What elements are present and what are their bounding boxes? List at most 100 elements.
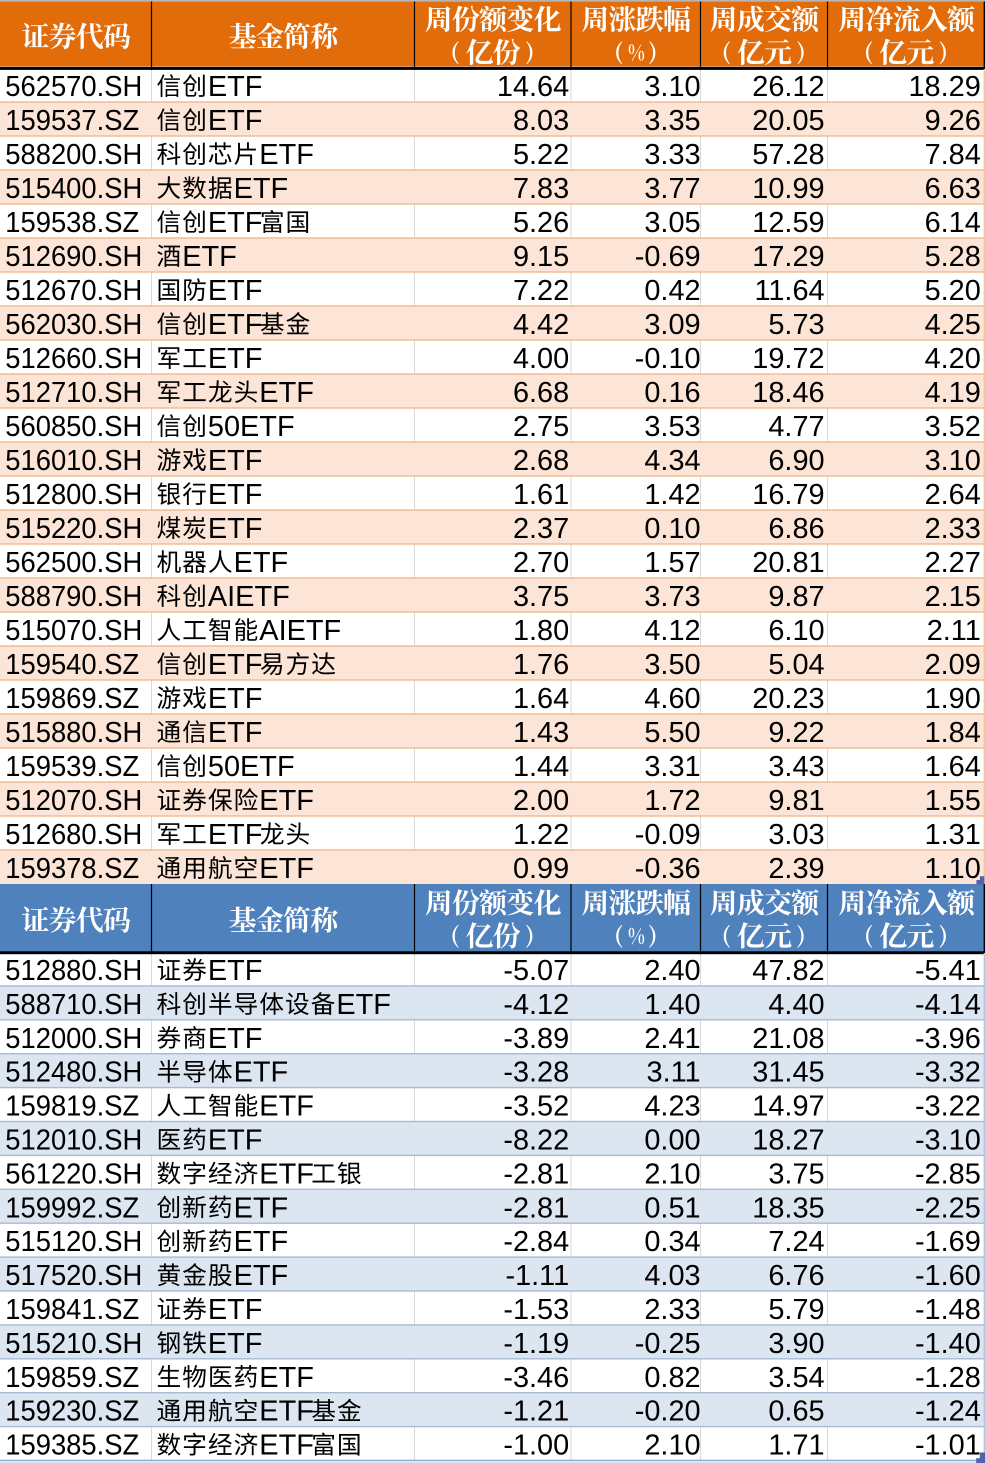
svg-text:159385.SZ: 159385.SZ bbox=[5, 1430, 139, 1462]
svg-text:6.14: 6.14 bbox=[925, 207, 981, 239]
svg-text:561220.SH: 561220.SH bbox=[5, 1158, 142, 1190]
svg-text:1.57: 1.57 bbox=[644, 547, 700, 579]
svg-text:17.29: 17.29 bbox=[752, 241, 824, 273]
svg-text:ETF: ETF bbox=[259, 139, 314, 171]
svg-text:4.19: 4.19 bbox=[925, 377, 981, 409]
svg-text:18.29: 18.29 bbox=[908, 71, 980, 103]
svg-text:3.75: 3.75 bbox=[513, 581, 569, 613]
svg-text:-2.81: -2.81 bbox=[503, 1192, 569, 1224]
svg-text:ETF: ETF bbox=[259, 377, 314, 409]
svg-text:159539.SZ: 159539.SZ bbox=[5, 751, 139, 783]
svg-text:ETF: ETF bbox=[208, 309, 263, 341]
svg-text:-4.12: -4.12 bbox=[503, 989, 569, 1021]
svg-text:ETF: ETF bbox=[259, 853, 314, 885]
svg-text:3.90: 3.90 bbox=[768, 1328, 824, 1360]
svg-text:0.65: 0.65 bbox=[768, 1396, 824, 1428]
svg-text:-1.24: -1.24 bbox=[915, 1396, 981, 1428]
svg-text:3.77: 3.77 bbox=[644, 173, 700, 205]
svg-text:2.39: 2.39 bbox=[768, 853, 824, 885]
svg-text:512660.SH: 512660.SH bbox=[5, 343, 142, 375]
svg-text:-2.85: -2.85 bbox=[915, 1158, 981, 1190]
svg-text:-3.89: -3.89 bbox=[503, 1023, 569, 1055]
svg-text:1.31: 1.31 bbox=[925, 819, 981, 851]
svg-text:7.22: 7.22 bbox=[513, 275, 569, 307]
svg-text:2.40: 2.40 bbox=[644, 955, 700, 987]
svg-text:515210.SH: 515210.SH bbox=[5, 1328, 142, 1360]
svg-text:ETF: ETF bbox=[259, 785, 314, 817]
svg-text:2.68: 2.68 bbox=[513, 445, 569, 477]
svg-text:159538.SZ: 159538.SZ bbox=[5, 207, 139, 239]
svg-text:-3.28: -3.28 bbox=[503, 1057, 569, 1089]
svg-text:5.20: 5.20 bbox=[925, 275, 981, 307]
svg-text:ETF: ETF bbox=[208, 479, 263, 511]
svg-text:50ETF: 50ETF bbox=[208, 411, 295, 443]
svg-text:-0.10: -0.10 bbox=[635, 343, 701, 375]
svg-text:3.43: 3.43 bbox=[768, 751, 824, 783]
svg-text:ETF: ETF bbox=[259, 1430, 314, 1462]
svg-text:-1.21: -1.21 bbox=[503, 1396, 569, 1428]
svg-text:18.35: 18.35 bbox=[752, 1192, 824, 1224]
svg-text:-2.25: -2.25 bbox=[915, 1192, 981, 1224]
svg-text:AIETF: AIETF bbox=[208, 581, 290, 613]
svg-text:3.54: 3.54 bbox=[768, 1362, 824, 1394]
svg-text:159540.SZ: 159540.SZ bbox=[5, 649, 139, 681]
svg-text:6.90: 6.90 bbox=[768, 445, 824, 477]
svg-text:2.64: 2.64 bbox=[925, 479, 981, 511]
svg-text:6.10: 6.10 bbox=[768, 615, 824, 647]
svg-text:-1.01: -1.01 bbox=[915, 1430, 981, 1462]
svg-text:0.42: 0.42 bbox=[644, 275, 700, 307]
svg-text:3.33: 3.33 bbox=[644, 139, 700, 171]
svg-text:0.99: 0.99 bbox=[513, 853, 569, 885]
svg-text:2.00: 2.00 bbox=[513, 785, 569, 817]
svg-text:20.05: 20.05 bbox=[752, 105, 824, 137]
svg-text:4.77: 4.77 bbox=[768, 411, 824, 443]
svg-text:560850.SH: 560850.SH bbox=[5, 411, 142, 443]
svg-text:159841.SZ: 159841.SZ bbox=[5, 1294, 139, 1326]
svg-text:ETF: ETF bbox=[234, 1260, 289, 1292]
svg-text:14.97: 14.97 bbox=[752, 1091, 824, 1123]
svg-text:2.37: 2.37 bbox=[513, 513, 569, 545]
svg-text:3.53: 3.53 bbox=[644, 411, 700, 443]
svg-text:9.15: 9.15 bbox=[513, 241, 569, 273]
svg-text:2.41: 2.41 bbox=[644, 1023, 700, 1055]
svg-text:9.26: 9.26 bbox=[925, 105, 981, 137]
svg-text:517520.SH: 517520.SH bbox=[5, 1260, 142, 1292]
svg-text:516010.SH: 516010.SH bbox=[5, 445, 142, 477]
svg-text:9.81: 9.81 bbox=[768, 785, 824, 817]
svg-text:512710.SH: 512710.SH bbox=[5, 377, 142, 409]
svg-text:0.82: 0.82 bbox=[644, 1362, 700, 1394]
svg-text:2.27: 2.27 bbox=[925, 547, 981, 579]
svg-text:-1.19: -1.19 bbox=[503, 1328, 569, 1360]
svg-text:-5.41: -5.41 bbox=[915, 955, 981, 987]
svg-text:ETF: ETF bbox=[259, 1158, 314, 1190]
svg-text:-1.40: -1.40 bbox=[915, 1328, 981, 1360]
svg-text:-1.53: -1.53 bbox=[503, 1294, 569, 1326]
svg-text:4.12: 4.12 bbox=[644, 615, 700, 647]
svg-text:ETF: ETF bbox=[259, 1362, 314, 1394]
svg-text:562500.SH: 562500.SH bbox=[5, 547, 142, 579]
svg-text:3.11: 3.11 bbox=[647, 1057, 701, 1089]
svg-text:2.10: 2.10 bbox=[644, 1158, 700, 1190]
svg-text:1.61: 1.61 bbox=[513, 479, 569, 511]
svg-text:515400.SH: 515400.SH bbox=[5, 173, 142, 205]
svg-text:31.45: 31.45 bbox=[752, 1057, 824, 1089]
svg-text:9.22: 9.22 bbox=[768, 717, 824, 749]
svg-text:6.76: 6.76 bbox=[768, 1260, 824, 1292]
svg-text:ETF: ETF bbox=[208, 955, 263, 987]
svg-text:-1.60: -1.60 bbox=[915, 1260, 981, 1292]
svg-text:ETF: ETF bbox=[336, 989, 391, 1021]
svg-text:2.75: 2.75 bbox=[513, 411, 569, 443]
svg-text:1.10: 1.10 bbox=[925, 853, 981, 885]
svg-text:6.63: 6.63 bbox=[925, 173, 981, 205]
svg-text:ETF: ETF bbox=[234, 173, 289, 205]
svg-text:2.11: 2.11 bbox=[927, 615, 981, 647]
svg-text:ETF: ETF bbox=[208, 1023, 263, 1055]
svg-text:47.82: 47.82 bbox=[752, 955, 824, 987]
svg-text:-0.09: -0.09 bbox=[635, 819, 701, 851]
svg-text:-3.46: -3.46 bbox=[503, 1362, 569, 1394]
svg-text:2.33: 2.33 bbox=[644, 1294, 700, 1326]
svg-text:-2.81: -2.81 bbox=[503, 1158, 569, 1190]
svg-text:ETF: ETF bbox=[208, 105, 263, 137]
svg-text:4.40: 4.40 bbox=[768, 989, 824, 1021]
svg-text:4.03: 4.03 bbox=[644, 1260, 700, 1292]
